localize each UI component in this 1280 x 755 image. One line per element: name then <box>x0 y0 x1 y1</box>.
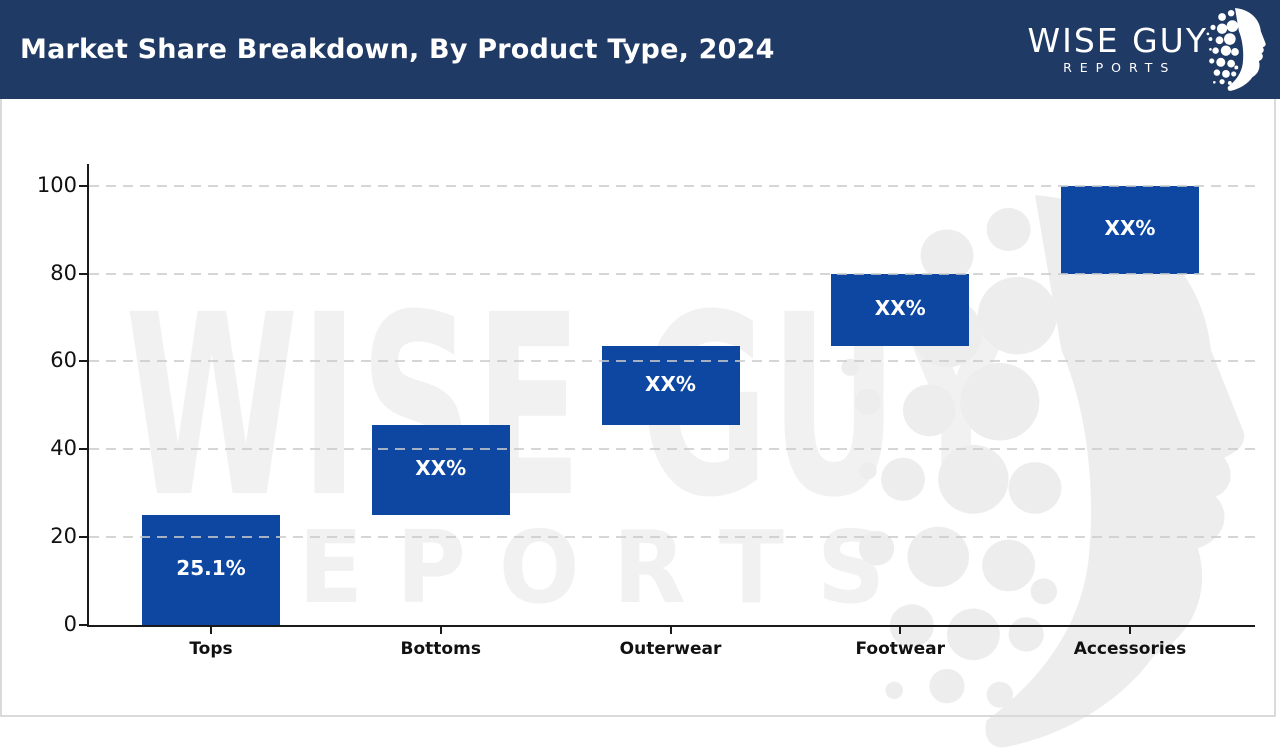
y-tick-mark <box>79 360 87 363</box>
x-tick-label: Tops <box>189 639 233 659</box>
header-bar: Market Share Breakdown, By Product Type,… <box>0 0 1280 99</box>
x-tick-label: Footwear <box>855 639 946 659</box>
y-tick-mark <box>79 536 87 539</box>
y-axis <box>87 164 89 627</box>
brand-name: WISE GUY <box>1027 20 1208 60</box>
x-tick-mark <box>439 627 442 634</box>
page-border-bottom <box>0 715 1276 717</box>
y-tick-label: 20 <box>50 524 77 549</box>
chart-plot-area: 0 20 40 60 80 100 25.1% Tops XX% Bottoms XX% Outerw… <box>36 164 1255 659</box>
gridline <box>89 360 1255 363</box>
x-tick-mark <box>1129 627 1131 634</box>
gridline <box>89 184 1255 187</box>
chart-title: Market Share Breakdown, By Product Type,… <box>20 34 775 65</box>
chart-bar: XX% <box>1061 185 1199 274</box>
gridline <box>89 536 1255 539</box>
x-tick-label: Outerwear <box>619 639 722 659</box>
bar-value-label: 25.1% <box>176 555 246 580</box>
y-tick-mark <box>79 448 87 451</box>
y-tick-mark <box>79 624 87 626</box>
x-tick-mark <box>210 627 212 634</box>
page-border-left <box>0 99 2 717</box>
page-border-right <box>1274 99 1276 717</box>
y-tick-label: 80 <box>50 260 77 285</box>
brand-logo: WISE GUY REPORTS <box>1027 7 1280 92</box>
y-tick-mark <box>79 184 87 187</box>
x-tick-mark <box>899 627 902 634</box>
x-axis <box>87 625 1255 627</box>
chart-bar: XX% <box>831 273 970 347</box>
bar-value-label: XX% <box>874 295 926 320</box>
bar-value-label: XX% <box>1104 215 1156 240</box>
x-tick-label: Accessories <box>1073 639 1187 659</box>
chart-bar: XX% <box>601 346 740 426</box>
gridline <box>89 448 1255 451</box>
x-tick-label: Bottoms <box>400 639 481 659</box>
brand-subname: REPORTS <box>1063 60 1177 76</box>
bar-value-label: XX% <box>645 371 696 396</box>
chart-bar: XX% <box>371 425 510 515</box>
gridline <box>89 272 1255 275</box>
logo-head-icon <box>1206 7 1266 91</box>
x-tick-mark <box>669 627 672 634</box>
y-tick-label: 60 <box>50 348 77 373</box>
watermark-text-reports: R E P O R T S <box>192 509 886 626</box>
chart-bar: 25.1% <box>142 514 280 625</box>
brand-logo-text: WISE GUY REPORTS <box>1027 20 1208 76</box>
y-tick-label: 0 <box>63 612 77 636</box>
y-tick-label: 40 <box>50 436 77 461</box>
y-tick-label: 100 <box>36 172 77 197</box>
y-tick-mark <box>79 272 87 275</box>
bar-value-label: XX% <box>415 455 467 480</box>
